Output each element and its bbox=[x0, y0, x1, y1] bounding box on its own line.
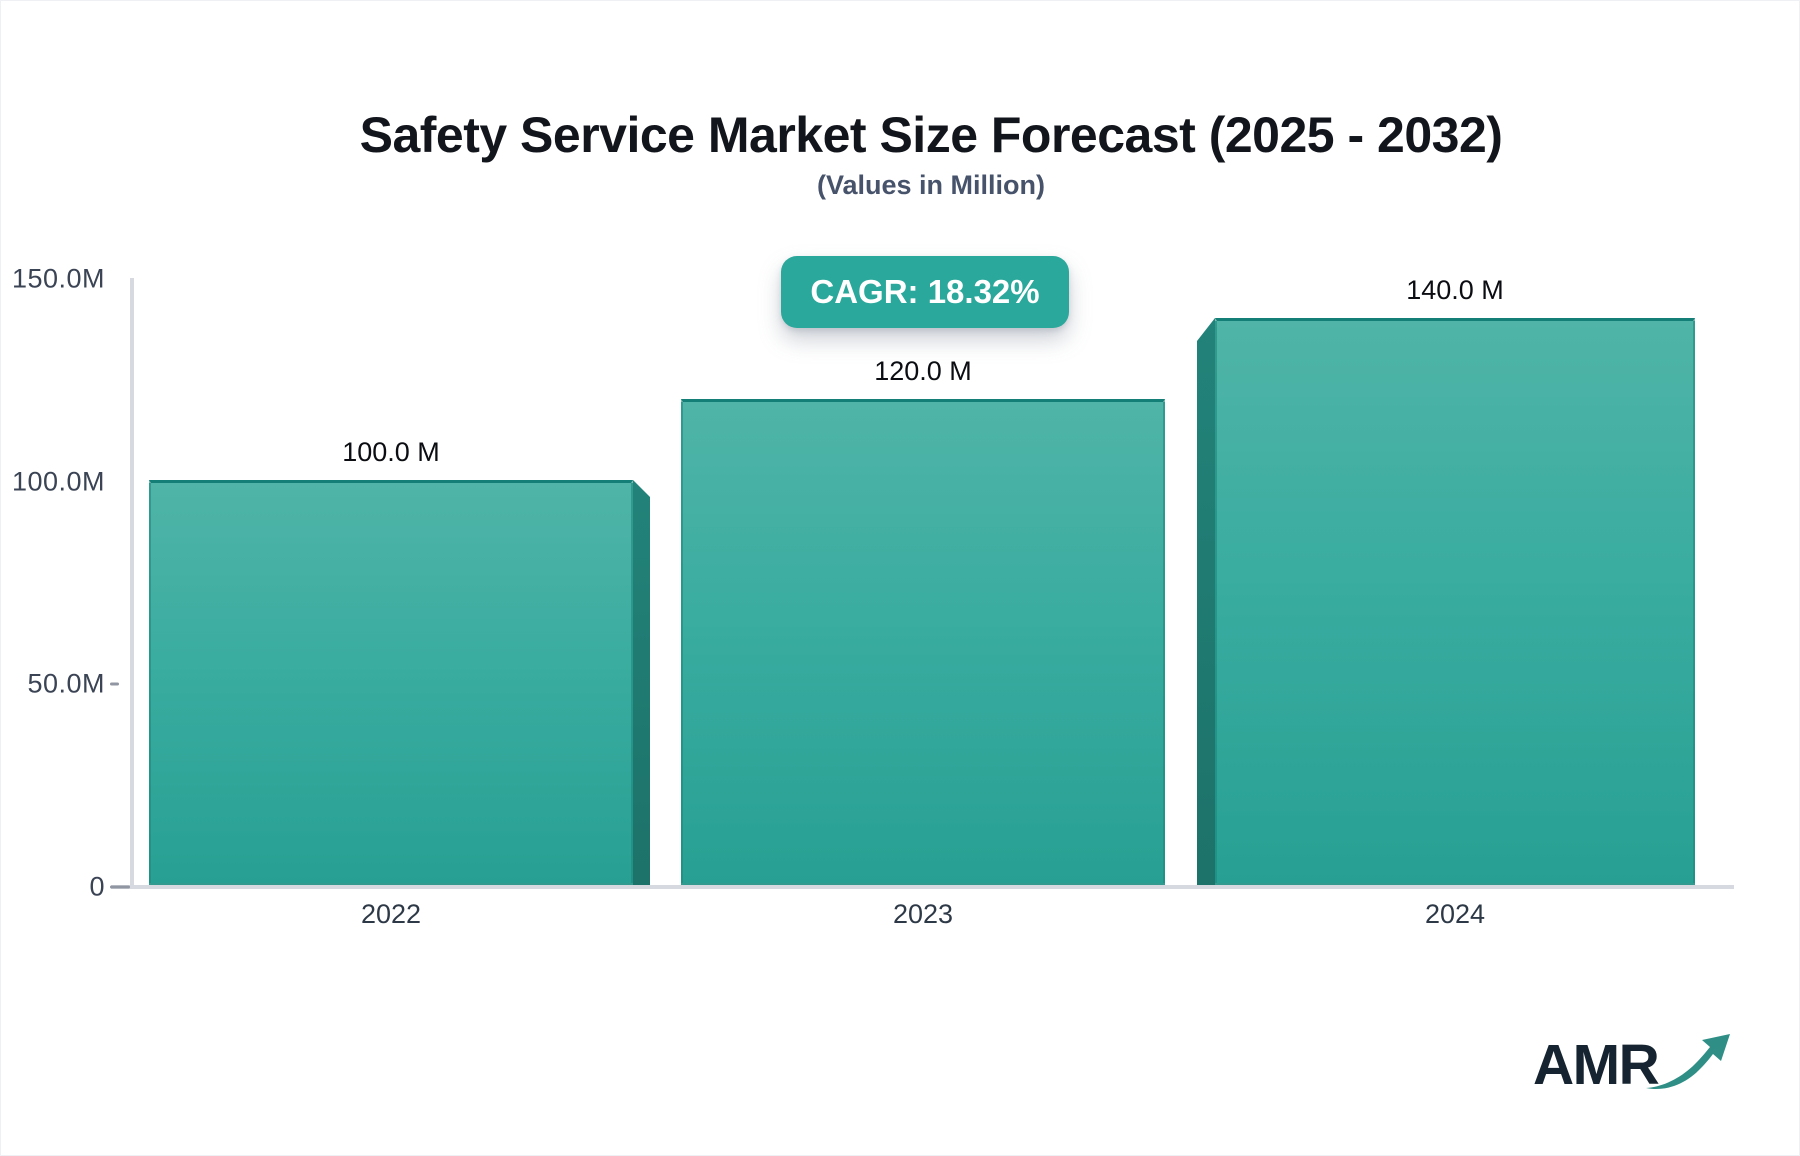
amr-logo: AMR bbox=[1533, 1033, 1732, 1097]
bar-value-label: 140.0 M bbox=[1406, 274, 1504, 305]
bar-face bbox=[681, 399, 1165, 885]
y-tick-label: 100.0M bbox=[11, 466, 105, 497]
cagr-badge: CAGR: 18.32% bbox=[781, 256, 1069, 328]
tick-dash bbox=[110, 682, 119, 686]
bar-body bbox=[1197, 318, 1695, 885]
growth-arrow-icon bbox=[1646, 1034, 1731, 1090]
x-axis-label-2024: 2024 bbox=[1424, 899, 1486, 929]
bar-value-label: 120.0 M bbox=[874, 355, 972, 386]
y-tick-label: 0 bbox=[89, 871, 105, 902]
y-tick-label: 50.0M bbox=[27, 668, 105, 699]
y-axis-tick-100: 100.0M bbox=[1, 467, 132, 498]
y-tick-label: 150.0M bbox=[11, 263, 105, 294]
chart-subtitle: (Values in Million) bbox=[816, 170, 1046, 200]
y-axis-tick-50: 50.0M bbox=[1, 669, 132, 700]
tick-mark-slot bbox=[105, 885, 132, 889]
tick-mark-slot bbox=[105, 682, 132, 686]
bar-value-label: 100.0 M bbox=[342, 436, 440, 467]
x-axis-line bbox=[111, 885, 1734, 889]
x-axis-label-2022: 2022 bbox=[360, 899, 422, 929]
tick-dash bbox=[110, 885, 130, 889]
bar-3d-side bbox=[633, 480, 650, 885]
bar-2024[interactable]: 140.0 M bbox=[1197, 275, 1695, 885]
bar-body bbox=[681, 399, 1165, 885]
y-axis-line bbox=[130, 278, 134, 889]
bar-face bbox=[1215, 318, 1695, 885]
bar-body bbox=[149, 480, 650, 885]
bar-2023[interactable]: 120.0 M bbox=[681, 356, 1165, 885]
chart-title: Safety Service Market Size Forecast (202… bbox=[359, 107, 1503, 163]
y-axis-tick-0: 0 bbox=[1, 872, 132, 903]
x-axis-label-2023: 2023 bbox=[892, 899, 954, 929]
amr-logo-text: AMR bbox=[1533, 1033, 1660, 1097]
bar-face bbox=[149, 480, 633, 885]
bar-3d-side bbox=[1197, 318, 1215, 885]
bar-2022[interactable]: 100.0 M bbox=[149, 437, 650, 885]
y-axis-tick-150: 150.0M bbox=[1, 264, 132, 295]
